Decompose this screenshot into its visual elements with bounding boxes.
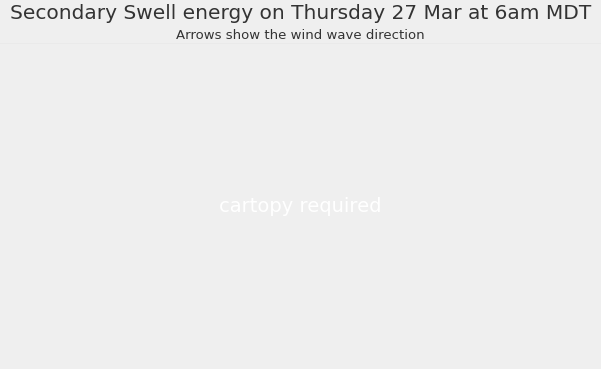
- Text: Arrows show the wind wave direction: Arrows show the wind wave direction: [176, 29, 425, 42]
- Text: Secondary Swell energy on Thursday 27 Mar at 6am MDT: Secondary Swell energy on Thursday 27 Ma…: [10, 4, 591, 23]
- Text: cartopy required: cartopy required: [219, 197, 382, 216]
